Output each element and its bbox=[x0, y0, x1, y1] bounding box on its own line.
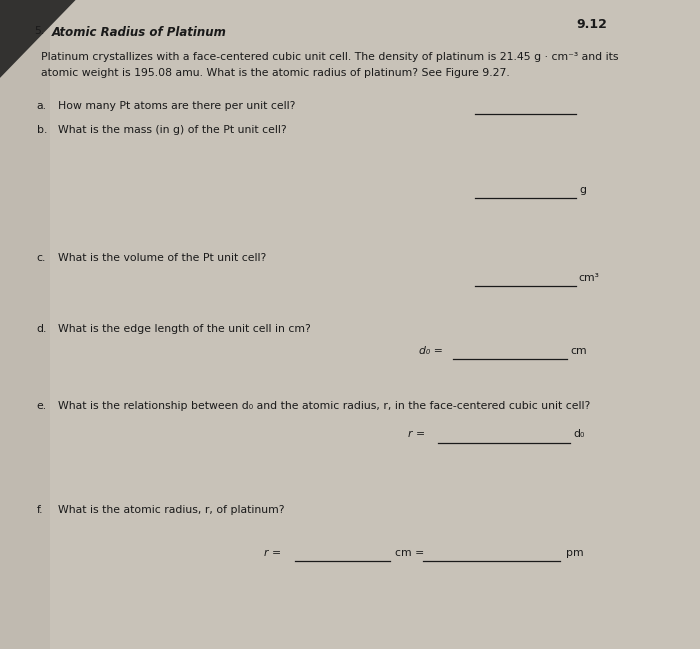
Text: atomic weight is 195.08 amu. What is the atomic radius of platinum? See Figure 9: atomic weight is 195.08 amu. What is the… bbox=[41, 68, 510, 78]
Text: e.: e. bbox=[36, 401, 47, 411]
Text: d₀: d₀ bbox=[573, 430, 584, 439]
Text: What is the atomic radius, r, of platinum?: What is the atomic radius, r, of platinu… bbox=[58, 505, 284, 515]
Text: What is the volume of the Pt unit cell?: What is the volume of the Pt unit cell? bbox=[58, 253, 266, 263]
Text: c.: c. bbox=[36, 253, 46, 263]
Text: 9.12: 9.12 bbox=[577, 18, 608, 31]
FancyBboxPatch shape bbox=[0, 0, 50, 649]
Text: cm =: cm = bbox=[395, 548, 425, 558]
Text: r =: r = bbox=[408, 430, 425, 439]
Polygon shape bbox=[0, 0, 76, 78]
Text: cm: cm bbox=[570, 346, 587, 356]
Text: What is the mass (in g) of the Pt unit cell?: What is the mass (in g) of the Pt unit c… bbox=[58, 125, 286, 134]
Text: pm: pm bbox=[566, 548, 583, 558]
Text: 5.: 5. bbox=[34, 26, 45, 36]
Text: f.: f. bbox=[36, 505, 43, 515]
Text: Platinum crystallizes with a face-centered cubic unit cell. The density of plati: Platinum crystallizes with a face-center… bbox=[41, 52, 618, 62]
Text: cm³: cm³ bbox=[578, 273, 599, 283]
Text: a.: a. bbox=[36, 101, 46, 110]
Text: g: g bbox=[580, 185, 587, 195]
Text: d₀ =: d₀ = bbox=[419, 346, 442, 356]
Text: b.: b. bbox=[36, 125, 47, 134]
Text: r =: r = bbox=[265, 548, 281, 558]
Text: What is the relationship between d₀ and the atomic radius, r, in the face-center: What is the relationship between d₀ and … bbox=[58, 401, 590, 411]
Text: Atomic Radius of Platinum: Atomic Radius of Platinum bbox=[52, 26, 227, 39]
Text: What is the edge length of the unit cell in cm?: What is the edge length of the unit cell… bbox=[58, 324, 311, 334]
Text: How many Pt atoms are there per unit cell?: How many Pt atoms are there per unit cel… bbox=[58, 101, 295, 110]
Text: d.: d. bbox=[36, 324, 47, 334]
